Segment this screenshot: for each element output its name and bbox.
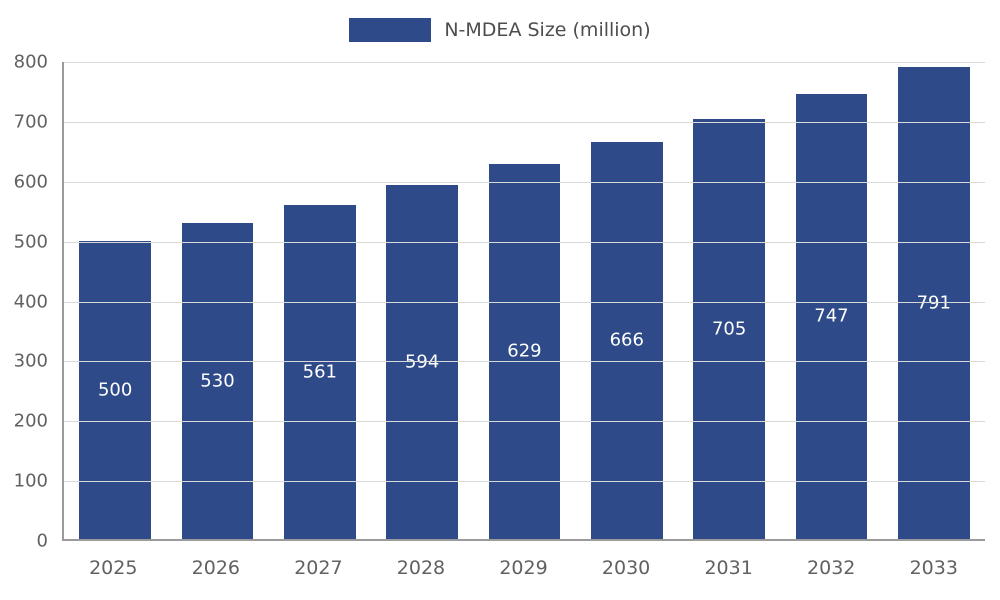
bar-2032[interactable]: 747	[795, 93, 868, 539]
x-tick-label: 2031	[704, 557, 753, 579]
bar-column: 629	[473, 62, 575, 539]
legend-label: N-MDEA Size (million)	[444, 19, 651, 41]
y-tick-label: 800	[13, 51, 48, 73]
bar-value-label: 791	[916, 292, 951, 314]
gridline	[64, 62, 985, 63]
bar-2031[interactable]: 705	[693, 118, 765, 539]
x-tick-label: 2028	[396, 557, 446, 579]
y-axis-labels: 0 100 200 300 400 500 600 700 800	[0, 52, 48, 552]
legend-swatch	[349, 18, 432, 42]
x-tick-label: 2025	[89, 557, 138, 579]
bar-column: 530	[166, 62, 268, 539]
bar-value-label: 561	[302, 361, 337, 383]
x-tick-label: 2033	[909, 557, 958, 579]
bar-column: 666	[576, 62, 678, 539]
bar-value-label: 530	[200, 370, 235, 392]
x-tick-label: 2032	[807, 557, 856, 579]
y-tick-label: 200	[13, 410, 48, 432]
bar-value-label: 666	[609, 329, 644, 351]
bar-2030[interactable]: 666	[590, 141, 663, 539]
bar-column: 747	[780, 62, 882, 539]
y-tick-label: 700	[13, 111, 48, 133]
gridline	[64, 121, 985, 123]
bar-2027[interactable]: 561	[284, 204, 356, 539]
plot-area: 500 530 561 594 629 666 705 747 791	[62, 62, 985, 541]
bar-2033[interactable]: 791	[897, 67, 970, 539]
y-tick-label: 500	[13, 231, 48, 253]
x-tick-label: 2029	[499, 557, 548, 579]
x-tick-label: 2030	[601, 557, 651, 579]
bar-column: 500	[64, 62, 166, 539]
gridline	[64, 301, 985, 303]
bar-value-label: 705	[711, 318, 747, 340]
bar-value-label: 500	[97, 379, 133, 401]
bars-row: 500 530 561 594 629 666 705 747 791	[64, 62, 985, 539]
gridline	[64, 361, 985, 363]
gridline	[64, 241, 985, 243]
gridline	[64, 421, 985, 423]
y-tick-label: 400	[13, 291, 48, 312]
bar-2025[interactable]: 500	[79, 240, 151, 539]
x-axis-labels: 2025 2026 2027 2028 2029 2030 2031 2032 2033	[62, 543, 985, 579]
y-tick-label: 100	[13, 470, 48, 492]
bar-column: 791	[883, 62, 985, 539]
bar-value-label: 747	[814, 305, 849, 327]
bar-2026[interactable]: 530	[181, 223, 254, 539]
y-tick-label: 300	[13, 350, 48, 372]
bar-2029[interactable]: 629	[488, 163, 561, 539]
gridline	[64, 481, 985, 483]
legend[interactable]: N-MDEA Size (million)	[0, 18, 1000, 42]
x-tick-label: 2026	[191, 557, 241, 579]
y-tick-label: 600	[13, 171, 48, 193]
bar-value-label: 629	[507, 340, 542, 362]
bar-column: 594	[371, 62, 473, 539]
bar-column: 561	[269, 62, 371, 539]
x-tick-label: 2027	[294, 557, 343, 579]
bar-column: 705	[678, 62, 780, 539]
y-tick-label: 0	[36, 530, 48, 552]
gridline	[64, 181, 985, 183]
